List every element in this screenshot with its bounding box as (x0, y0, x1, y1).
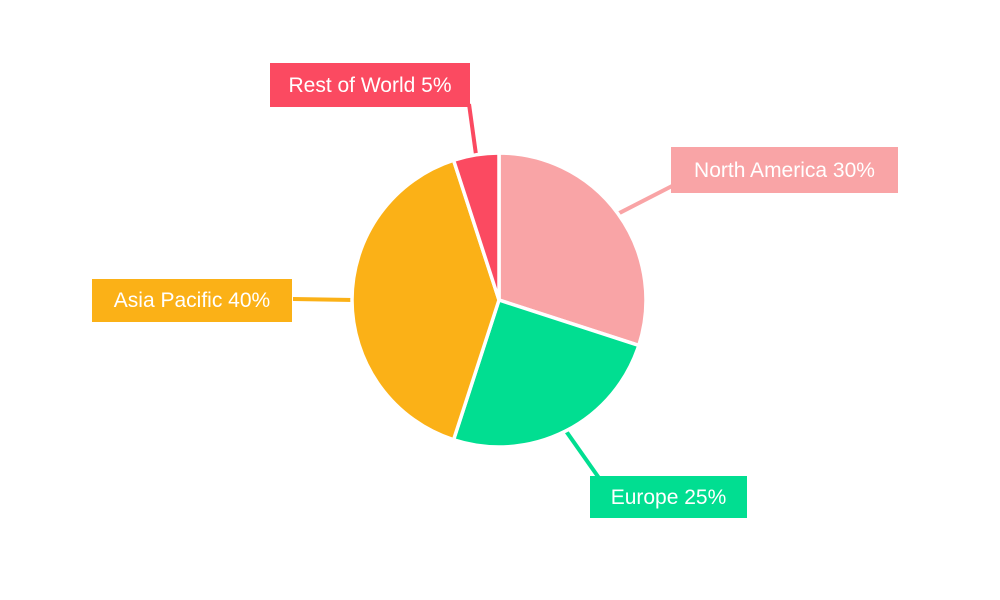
callout-rest-of-world: Rest of World 5% (270, 63, 470, 107)
pie-slice-north-america (497, 151, 648, 348)
pie-slice-rest-of-world (451, 151, 501, 302)
pie-slice-europe (451, 298, 641, 449)
leader-line-rest-of-world (467, 103, 479, 157)
callout-asia-pacific: Asia Pacific 40% (92, 279, 292, 322)
leader-line-europe (563, 428, 601, 480)
leader-line-north-america (616, 182, 677, 216)
callout-north-america: North America 30% (671, 147, 898, 193)
pie-slice-asia-pacific (350, 158, 501, 442)
callout-europe: Europe 25% (590, 476, 747, 518)
leader-line-asia-pacific (292, 297, 354, 302)
